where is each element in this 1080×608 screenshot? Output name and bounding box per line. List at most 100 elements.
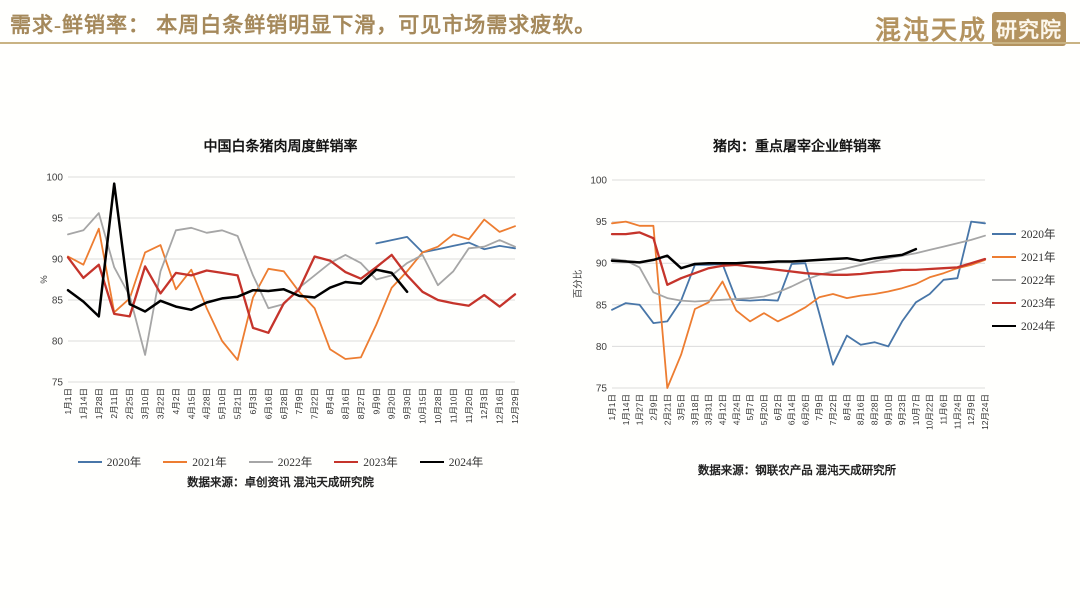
y-tick-label: 90 — [596, 259, 608, 270]
x-tick-label: 2月9日 — [648, 394, 658, 420]
x-tick-label: 8月28日 — [869, 394, 879, 425]
x-tick-label: 4月12日 — [718, 394, 728, 425]
x-tick-label: 3月18日 — [690, 394, 700, 425]
header-divider — [0, 42, 1080, 44]
y-axis-title: % — [39, 275, 50, 284]
x-tick-label: 5月20日 — [759, 394, 769, 425]
legend-label: 2021年 — [1021, 252, 1056, 264]
x-tick-label: 10月28日 — [433, 388, 443, 424]
y-tick-label: 75 — [52, 378, 64, 389]
legend-label: 2024年 — [1021, 321, 1056, 333]
series-line-2022年 — [611, 234, 986, 303]
logo-wordmark: 混沌天成 — [874, 16, 987, 45]
x-tick-label: 9月20日 — [387, 388, 397, 419]
x-tick-label: 1月1日 — [63, 388, 73, 414]
x-tick-label: 11月20日 — [464, 388, 474, 423]
legend-item: 2021年 — [163, 454, 227, 470]
legend-item: 2023年 — [334, 454, 398, 470]
x-tick-label: 10月22日 — [925, 394, 935, 430]
x-tick-label: 9月30日 — [402, 388, 412, 419]
legend-swatch — [992, 232, 1016, 236]
x-tick-label: 5月7日 — [745, 394, 755, 420]
x-tick-label: 6月16日 — [263, 388, 273, 419]
logo-seal-badge: 研究院 — [992, 11, 1066, 46]
x-tick-label: 9月9日 — [371, 388, 381, 414]
series-line-2023年 — [66, 253, 517, 334]
x-tick-label: 9月23日 — [897, 394, 907, 425]
series-line-2021年 — [67, 218, 516, 361]
y-tick-label: 85 — [52, 296, 64, 307]
y-tick-label: 90 — [52, 255, 64, 266]
legend-item: 2022年 — [248, 454, 313, 470]
chart-panel-left: 中国白条猪肉周度鲜销率 75 80 85 90 95 100 1月1日 1月14日 1月28日 2… — [38, 138, 523, 490]
legend-swatch — [992, 255, 1016, 259]
x-tick-label: 10月7日 — [911, 394, 921, 425]
x-tick-label: 8月4日 — [325, 388, 335, 414]
series-line-2024年 — [66, 182, 409, 318]
chart-canvas: 75 80 85 90 95 100 1月1日 1月14日 1月27日 2月9日 2月21日 3月5日… — [572, 176, 990, 430]
x-tick-label: 3月5日 — [676, 394, 686, 420]
x-tick-label: 2月11日 — [109, 388, 119, 419]
x-tick-label: 12月29日 — [510, 388, 520, 424]
y-tick-label: 75 — [596, 384, 608, 395]
x-tick-label: 7月9日 — [814, 394, 824, 420]
x-tick-label: 7月22日 — [310, 388, 320, 419]
legend-swatch — [992, 324, 1016, 328]
legend-label: 2022年 — [1021, 275, 1056, 287]
legend-label: 2024年 — [448, 457, 484, 469]
x-tick-label: 4月15日 — [186, 388, 196, 419]
x-tick-label: 8月16日 — [856, 394, 866, 425]
x-tick-label: 10月15日 — [418, 388, 428, 424]
legend-label: 2023年 — [1021, 298, 1056, 310]
chart-title: 猪肉：重点屠宰企业鲜销率 — [713, 140, 881, 155]
y-tick-label: 100 — [590, 176, 607, 187]
x-tick-label: 11月10日 — [448, 388, 458, 423]
chart-canvas: 75 80 85 90 95 100 1月1日 1月14日 1月28日 2月11日 2月25日 3月1… — [39, 173, 520, 424]
legend-label: 2020年 — [1021, 229, 1056, 241]
y-tick-label: 85 — [596, 300, 608, 311]
x-tick-label: 7月9日 — [294, 388, 304, 414]
chart-panel-right: 猪肉：重点屠宰企业鲜销率 75 80 85 90 95 100 1月1日 1月14日 1月27日… — [572, 138, 1072, 478]
x-tick-label: 9月10日 — [883, 394, 893, 425]
chart-title: 中国白条猪肉周度鲜销率 — [203, 140, 358, 155]
x-tick-label: 5月21日 — [233, 388, 243, 419]
x-tick-label: 8月4日 — [842, 394, 852, 420]
series-line-2024年 — [610, 247, 918, 270]
chart-legend: 2020年 2021年 2022年 2023年 2024年 — [992, 226, 1056, 334]
legend-swatch — [992, 301, 1016, 305]
x-tick-label: 8月27日 — [356, 388, 366, 419]
legend-label: 2022年 — [277, 457, 313, 469]
legend-item: 2023年 — [992, 295, 1056, 311]
x-tick-label: 1月1日 — [607, 394, 617, 420]
legend-label: 2023年 — [363, 457, 398, 469]
legend-item: 2024年 — [992, 318, 1056, 334]
x-tick-label: 3月22日 — [155, 388, 165, 419]
legend-item: 2020年 — [992, 226, 1056, 242]
x-tick-label: 4月28日 — [202, 388, 212, 419]
x-tick-label: 12月9日 — [966, 394, 976, 425]
y-tick-label: 95 — [596, 217, 608, 228]
series-line-2021年 — [611, 220, 986, 389]
x-tick-label: 6月2日 — [773, 394, 783, 420]
company-logo: 混沌天成 研究院 — [875, 10, 1066, 47]
x-tick-label: 1月27日 — [635, 394, 645, 425]
legend-swatch — [419, 460, 444, 464]
page-title: 需求-鲜销率： 本周白条鲜销明显下滑，可见市场需求疲软。 — [10, 13, 597, 37]
x-tick-label: 1月14日 — [78, 388, 88, 419]
x-tick-label: 7月22日 — [828, 394, 838, 425]
legend-label: 2020年 — [106, 457, 142, 469]
y-tick-label: 80 — [52, 337, 64, 348]
x-tick-label: 11月24日 — [952, 394, 962, 429]
data-source-note: 数据来源：钢联农产品 混沌天成研究所 — [697, 465, 897, 477]
x-tick-label: 11月6日 — [939, 394, 949, 425]
x-tick-label: 4月24日 — [731, 394, 741, 425]
x-tick-label: 1月14日 — [621, 394, 631, 425]
legend-swatch — [334, 460, 359, 464]
x-tick-label: 12月3日 — [479, 388, 489, 419]
series-line-2020年 — [611, 220, 986, 366]
legend-item: 2021年 — [992, 249, 1056, 265]
y-tick-label: 100 — [46, 173, 63, 184]
x-tick-label: 3月31日 — [704, 394, 714, 425]
legend-swatch — [248, 460, 273, 464]
